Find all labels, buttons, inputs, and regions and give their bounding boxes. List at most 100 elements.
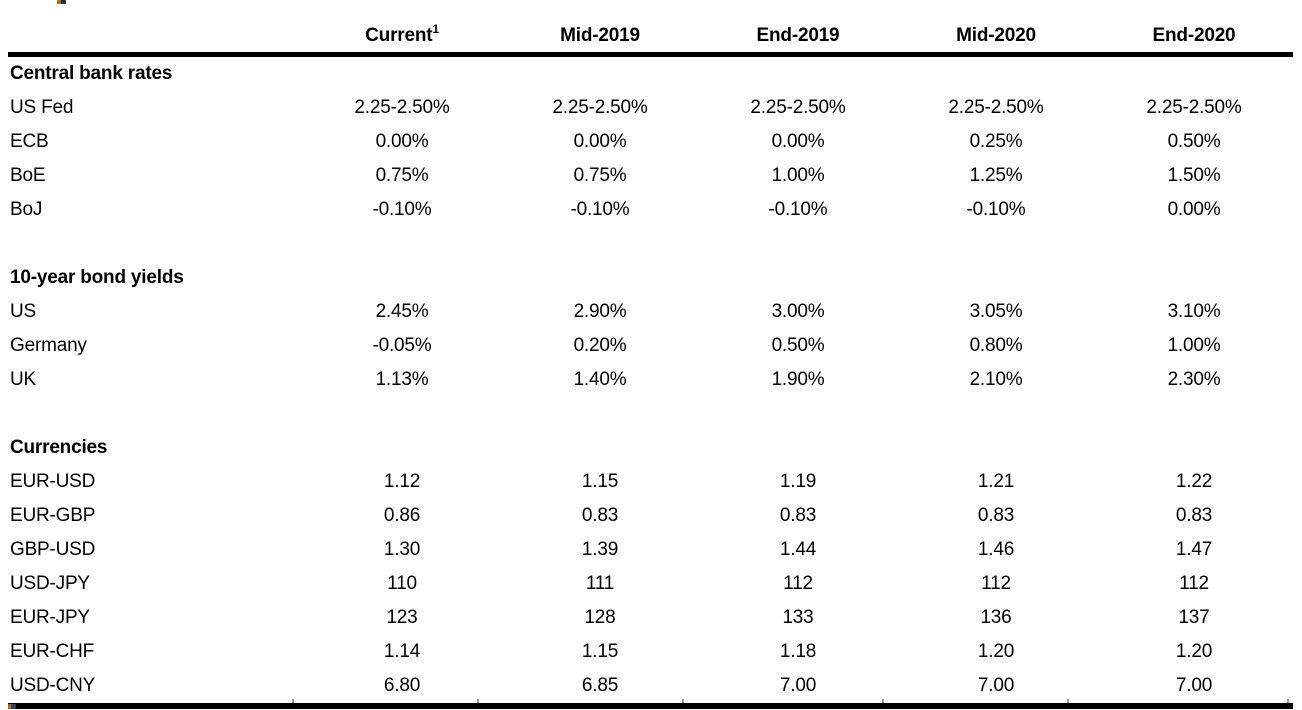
value-cell: 2.30% xyxy=(1167,369,1221,390)
value-cell: 1.90% xyxy=(771,369,825,390)
cropped-text-artifact-bottom xyxy=(8,704,16,709)
value-cell: 1.14 xyxy=(383,641,421,662)
value-cell: 1.15 xyxy=(581,471,619,492)
spacer-cell xyxy=(8,397,1293,431)
table-row: US Fed 2.25-2.50% 2.25-2.50% 2.25-2.50% 2.25… xyxy=(8,91,1293,125)
value-cell: 6.80 xyxy=(383,675,421,696)
value-cell: 2.45% xyxy=(375,301,429,322)
section-title-row: 10-year bond yields xyxy=(8,261,1293,295)
value-cell: 1.21 xyxy=(977,471,1015,492)
value-cell: 1.00% xyxy=(771,165,825,186)
value-cell: 112 xyxy=(783,573,813,594)
value-cell: 2.25-2.50% xyxy=(354,97,450,118)
value-cell: 0.00% xyxy=(375,131,429,152)
value-cell: 0.25% xyxy=(969,131,1023,152)
spacer-row xyxy=(8,397,1293,431)
value-cell: 1.20 xyxy=(977,641,1015,662)
value-cell: 7.00 xyxy=(1175,675,1213,696)
row-label: EUR-CHF xyxy=(10,641,95,662)
table-row: EUR-USD 1.12 1.15 1.19 1.21 1.22 xyxy=(8,465,1293,499)
value-cell: 7.00 xyxy=(977,675,1015,696)
value-cell: 0.20% xyxy=(573,335,627,356)
spacer-row xyxy=(8,227,1293,261)
header-row: Current1 Mid-2019 End-2019 Mid-2020 End-… xyxy=(8,0,1293,57)
section-title: 10-year bond yields xyxy=(10,267,184,288)
table-row: Germany -0.05% 0.20% 0.50% 0.80% 1.00% xyxy=(8,329,1293,363)
rates-forecast-table: Current1 Mid-2019 End-2019 Mid-2020 End-… xyxy=(8,0,1293,709)
row-label: EUR-GBP xyxy=(10,505,96,526)
section-title: Central bank rates xyxy=(10,63,173,84)
bottom-rule-tick xyxy=(682,699,684,703)
value-cell: 1.18 xyxy=(779,641,817,662)
row-label: BoE xyxy=(10,165,46,186)
value-cell: 7.00 xyxy=(779,675,817,696)
value-cell: 1.13% xyxy=(375,369,429,390)
value-cell: 2.25-2.50% xyxy=(552,97,648,118)
value-cell: 1.12 xyxy=(383,471,421,492)
col-header-current: Current1 xyxy=(303,0,501,57)
value-cell: 0.80% xyxy=(969,335,1023,356)
table-row: EUR-GBP 0.86 0.83 0.83 0.83 0.83 xyxy=(8,499,1293,533)
row-label: UK xyxy=(10,369,36,390)
value-cell: 1.15 xyxy=(581,641,619,662)
col-header-end-2020: End-2020 xyxy=(1095,0,1293,57)
value-cell: 2.25-2.50% xyxy=(1146,97,1242,118)
row-label: USD-CNY xyxy=(10,675,96,696)
table-row: BoE 0.75% 0.75% 1.00% 1.25% 1.50% xyxy=(8,159,1293,193)
value-cell: -0.10% xyxy=(966,199,1026,220)
row-label: US xyxy=(10,301,36,322)
value-cell: 1.22 xyxy=(1175,471,1213,492)
value-cell: 1.44 xyxy=(779,539,817,560)
row-label: GBP-USD xyxy=(10,539,96,560)
value-cell: 137 xyxy=(1178,607,1210,628)
bottom-rule-tick xyxy=(477,699,479,703)
value-cell: 0.00% xyxy=(771,131,825,152)
bottom-rule-tick xyxy=(292,699,294,703)
value-cell: 1.20 xyxy=(1175,641,1213,662)
bottom-rule-tick xyxy=(1287,699,1289,703)
table-row: EUR-JPY 123 128 133 136 137 xyxy=(8,601,1293,635)
table-row: GBP-USD 1.30 1.39 1.44 1.46 1.47 xyxy=(8,533,1293,567)
value-cell: 0.50% xyxy=(1167,131,1221,152)
col-header-current-label: Current xyxy=(365,25,433,46)
row-label: US Fed xyxy=(10,97,74,118)
value-cell: 1.40% xyxy=(573,369,627,390)
row-label-header xyxy=(8,0,303,57)
value-cell: 128 xyxy=(584,607,616,628)
value-cell: -0.10% xyxy=(768,199,828,220)
row-label: ECB xyxy=(10,131,49,152)
value-cell: 1.46 xyxy=(977,539,1015,560)
bottom-rule-tick xyxy=(882,699,884,703)
section-title-row: Central bank rates xyxy=(8,57,1293,91)
value-cell: 0.86 xyxy=(383,505,421,526)
table-body: Central bank rates US Fed 2.25-2.50% 2.25-2… xyxy=(8,57,1293,703)
table-row: USD-CNY 6.80 6.85 7.00 7.00 7.00 xyxy=(8,669,1293,703)
value-cell: 3.00% xyxy=(771,301,825,322)
row-label: Germany xyxy=(10,335,87,356)
value-cell: 1.50% xyxy=(1167,165,1221,186)
value-cell: 1.00% xyxy=(1167,335,1221,356)
value-cell: 0.83 xyxy=(977,505,1015,526)
bottom-rule-tick xyxy=(1067,699,1069,703)
col-header-mid-2019: Mid-2019 xyxy=(501,0,699,57)
value-cell: 3.05% xyxy=(969,301,1023,322)
value-cell: 2.10% xyxy=(969,369,1023,390)
table-header: Current1 Mid-2019 End-2019 Mid-2020 End-… xyxy=(8,0,1293,57)
col-header-mid-2020: Mid-2020 xyxy=(897,0,1095,57)
value-cell: 1.30 xyxy=(383,539,421,560)
value-cell: 1.47 xyxy=(1175,539,1213,560)
value-cell: -0.10% xyxy=(570,199,630,220)
value-cell: 111 xyxy=(585,573,615,594)
row-label: USD-JPY xyxy=(10,573,90,594)
table-row: BoJ -0.10% -0.10% -0.10% -0.10% 0.00% xyxy=(8,193,1293,227)
value-cell: 2.25-2.50% xyxy=(948,97,1044,118)
value-cell: 3.10% xyxy=(1167,301,1221,322)
value-cell: 112 xyxy=(981,573,1011,594)
table-row: UK 1.13% 1.40% 1.90% 2.10% 2.30% xyxy=(8,363,1293,397)
row-label: EUR-USD xyxy=(10,471,96,492)
table-row: US 2.45% 2.90% 3.00% 3.05% 3.10% xyxy=(8,295,1293,329)
value-cell: 133 xyxy=(782,607,814,628)
value-cell: 0.75% xyxy=(573,165,627,186)
value-cell: 110 xyxy=(387,573,417,594)
value-cell: 112 xyxy=(1179,573,1209,594)
